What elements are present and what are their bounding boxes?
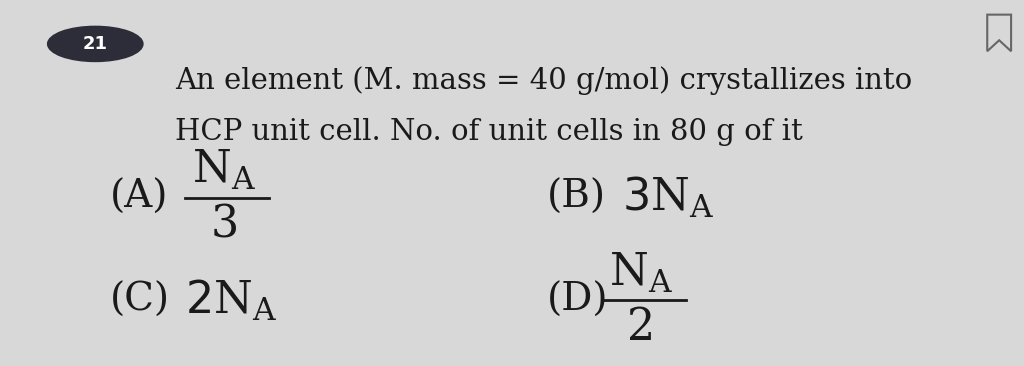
Text: HCP unit cell. No. of unit cells in 80 g of it: HCP unit cell. No. of unit cells in 80 g… <box>175 118 803 146</box>
Text: (B): (B) <box>547 179 606 216</box>
Text: 21: 21 <box>83 35 108 53</box>
Text: 3: 3 <box>210 203 239 247</box>
Text: (D): (D) <box>547 281 609 319</box>
Text: $3\mathdefault{N}_\mathdefault{A}$: $3\mathdefault{N}_\mathdefault{A}$ <box>622 175 715 220</box>
Text: 2: 2 <box>628 306 655 349</box>
Text: $\mathdefault{N}_\mathdefault{A}$: $\mathdefault{N}_\mathdefault{A}$ <box>609 251 674 295</box>
Text: An element (M. mass = 40 g/mol) crystallizes into: An element (M. mass = 40 g/mol) crystall… <box>175 66 912 95</box>
Circle shape <box>47 26 143 61</box>
Text: $2\mathdefault{N}_\mathdefault{A}$: $2\mathdefault{N}_\mathdefault{A}$ <box>184 277 278 323</box>
Text: (A): (A) <box>111 179 169 216</box>
Text: $\mathdefault{N}_\mathdefault{A}$: $\mathdefault{N}_\mathdefault{A}$ <box>193 148 257 192</box>
Text: (C): (C) <box>111 281 170 319</box>
